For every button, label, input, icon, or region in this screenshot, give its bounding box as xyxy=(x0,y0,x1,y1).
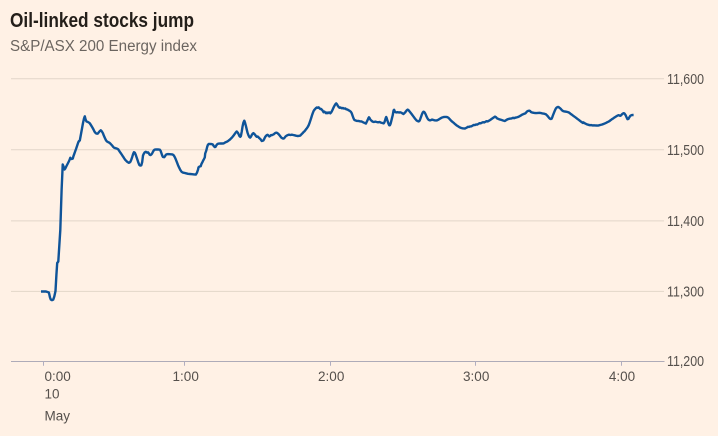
svg-text:11,400: 11,400 xyxy=(667,214,704,230)
svg-text:Oil-linked stocks jump: Oil-linked stocks jump xyxy=(10,10,194,32)
svg-text:3:00: 3:00 xyxy=(463,369,489,384)
svg-text:10: 10 xyxy=(45,387,60,402)
svg-text:11,600: 11,600 xyxy=(667,72,704,88)
svg-text:2:00: 2:00 xyxy=(318,369,344,384)
svg-text:11,300: 11,300 xyxy=(667,284,704,300)
svg-text:S&P/ASX 200 Energy index: S&P/ASX 200 Energy index xyxy=(10,38,197,55)
svg-text:11,200: 11,200 xyxy=(667,354,704,370)
svg-text:0:00: 0:00 xyxy=(45,369,71,384)
svg-text:4:00: 4:00 xyxy=(609,369,635,384)
svg-text:1:00: 1:00 xyxy=(173,369,199,384)
svg-text:May: May xyxy=(45,409,71,424)
svg-text:11,500: 11,500 xyxy=(667,143,704,159)
